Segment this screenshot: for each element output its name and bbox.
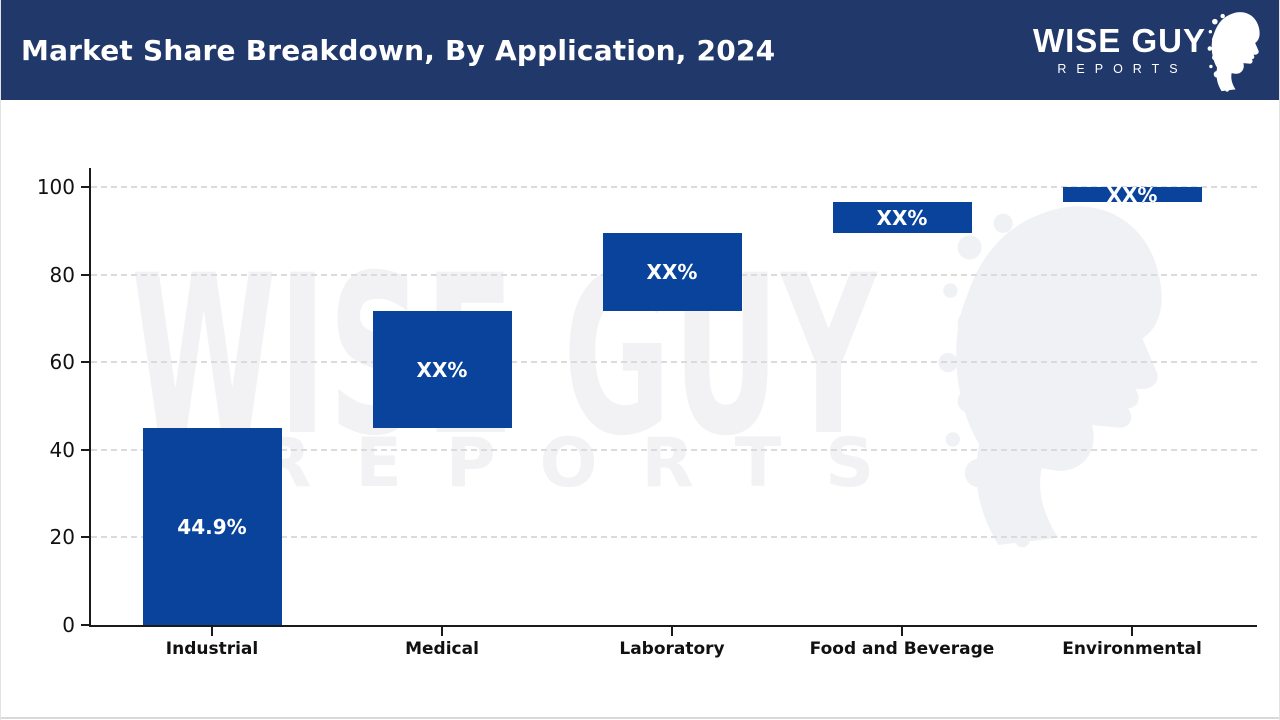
logo-wordmark: WISE GUY [1032,22,1206,59]
y-axis-tick [81,536,90,539]
x-axis-category-label: Laboratory [619,639,725,659]
bar-rect: XX% [372,311,512,429]
bar-rect: 44.9% [142,428,282,625]
y-axis-tick [81,186,90,188]
header-bar: Market Share Breakdown, By Application, … [1,0,1279,100]
bar-value-label: XX% [1106,187,1158,203]
x-axis-category-label: Food and Beverage [809,639,995,659]
x-axis-tick [1131,627,1133,636]
logo-subtitle: REPORTS [1057,62,1188,76]
y-axis-tick [81,273,90,276]
bar-medical: XX%XX% [372,311,512,429]
y-axis-tick-label: 40 [49,437,75,462]
page-title: Market Share Breakdown, By Application, … [21,33,776,67]
x-axis-tick [901,627,903,636]
bar-value-label: 44.9% [177,514,247,539]
gridline-40 [91,448,1257,451]
y-axis-tick [81,624,90,626]
y-axis-tick [81,361,90,364]
bar-laboratory: XX%XX% [602,233,742,312]
y-axis-tick-label: 20 [49,525,75,550]
bar-rect: XX% [602,233,742,312]
y-axis-tick-label: 60 [49,350,75,375]
bar-industrial: 44.9%44.9% [142,428,282,625]
y-axis-spine [89,168,91,627]
gridline-100 [91,186,1257,188]
x-axis-spine [89,625,1257,627]
bar-rect: XX% [832,202,972,234]
footer-divider [1,717,1279,719]
x-axis-category-label: Environmental [1062,639,1202,659]
y-axis-tick-label: 80 [49,262,75,287]
x-axis-category-label: Industrial [165,639,259,659]
x-axis-tick [441,627,443,636]
bar-value-label: XX% [646,260,698,285]
bar-rect: XX% [1062,187,1202,203]
plot: 0 20 40 60 80 100 Industrial Medical Laboratory F… [1,100,1279,720]
x-axis-tick [211,627,213,636]
bar-food-and-beverage: XX%XX% [832,202,972,234]
y-axis-tick-label: 100 [36,175,75,199]
logo-wordmark-block: WISE GUY REPORTS [1033,24,1206,76]
watermark-subtitle: REPORTS [259,424,919,503]
bar-environmental: XX%XX% [1062,183,1202,207]
bar-value-label: XX% [416,357,468,382]
y-axis-tick [81,448,90,451]
dotted-face-profile-icon [1207,11,1260,92]
gridline-20 [91,536,1257,539]
bar-value-label: XX% [876,205,928,230]
wise-guy-logo: WISE GUY REPORTS [1033,7,1263,94]
chart-area: WISE GUY REPORTS 0 20 40 60 80 100 Industrial M… [1,100,1279,720]
x-axis-category-label: Medical [405,639,479,659]
y-axis-tick-label: 0 [62,613,75,637]
gridline-60 [91,361,1257,364]
x-axis-tick [671,627,673,636]
